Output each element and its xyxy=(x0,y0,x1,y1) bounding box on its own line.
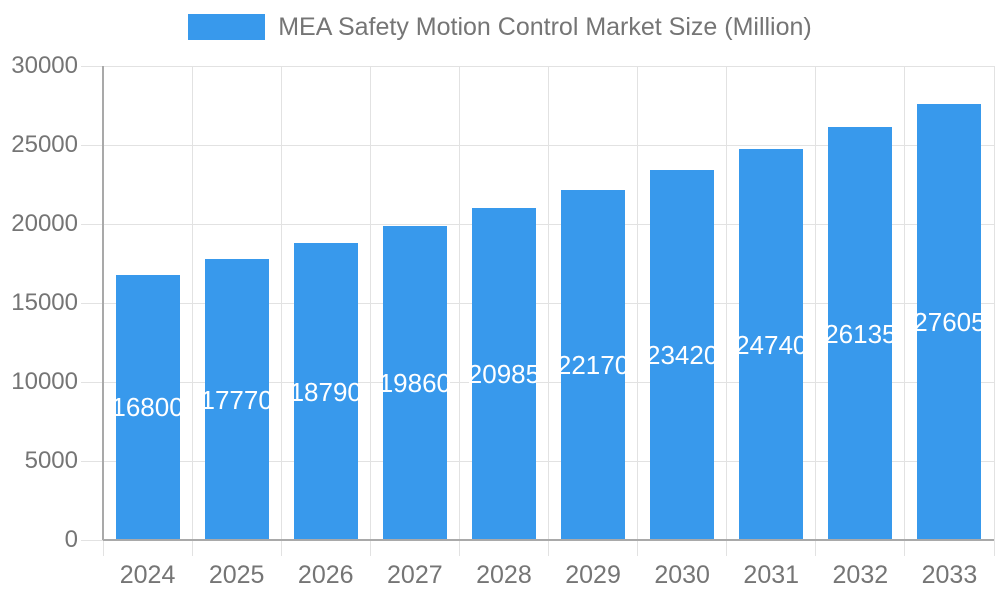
y-tick xyxy=(81,65,103,67)
y-axis-label: 5000 xyxy=(24,447,78,474)
bar[interactable]: 24740 xyxy=(735,149,807,540)
v-gridline xyxy=(191,66,193,540)
legend: MEA Safety Motion Control Market Size (M… xyxy=(0,14,1000,40)
v-gridline xyxy=(993,66,995,540)
x-axis-label: 2033 xyxy=(921,561,978,589)
x-tick xyxy=(102,540,104,556)
bar[interactable]: 17770 xyxy=(200,259,273,540)
bar-value-label: 16800 xyxy=(111,392,184,423)
bar[interactable]: 26135 xyxy=(824,127,897,540)
bar-value-label: 23420 xyxy=(645,339,719,370)
x-axis-label: 2024 xyxy=(119,561,176,589)
bar[interactable]: 27605 xyxy=(913,103,986,540)
v-gridline xyxy=(904,66,906,540)
bar-value-label: 20985 xyxy=(467,359,541,390)
bar[interactable]: 16800 xyxy=(111,274,184,540)
x-tick xyxy=(548,540,549,556)
y-axis-label: 20000 xyxy=(11,210,78,237)
bar-value-label: 27605 xyxy=(913,306,986,337)
y-axis-label: 30000 xyxy=(11,52,78,79)
bar[interactable]: 22170 xyxy=(557,189,629,540)
y-tick xyxy=(81,381,103,383)
y-axis-label: 15000 xyxy=(11,289,78,316)
v-gridline xyxy=(548,66,549,540)
legend-label: MEA Safety Motion Control Market Size (M… xyxy=(278,13,812,41)
v-gridline xyxy=(637,66,639,540)
y-axis-label: 10000 xyxy=(11,368,78,395)
v-gridline xyxy=(369,66,371,540)
v-gridline xyxy=(815,66,817,540)
bar-value-label: 22170 xyxy=(556,349,630,380)
y-tick xyxy=(81,539,103,541)
y-tick xyxy=(81,302,103,304)
x-axis-label: 2027 xyxy=(387,561,443,589)
x-axis-line xyxy=(103,539,994,541)
x-axis-label: 2032 xyxy=(832,561,889,589)
x-tick xyxy=(904,540,906,556)
x-tick xyxy=(369,540,371,556)
legend-swatch xyxy=(188,14,266,40)
x-tick xyxy=(726,540,728,556)
x-axis-label: 2028 xyxy=(476,561,532,589)
v-gridline xyxy=(280,66,282,540)
y-tick xyxy=(81,144,103,146)
bar[interactable]: 18790 xyxy=(290,243,362,540)
x-axis-label: 2026 xyxy=(297,561,354,589)
bar[interactable]: 20985 xyxy=(468,208,540,540)
bar-value-label: 18790 xyxy=(289,376,362,407)
bar-value-label: 26135 xyxy=(824,318,897,349)
legend-item[interactable]: MEA Safety Motion Control Market Size (M… xyxy=(188,14,812,40)
y-axis-label: 0 xyxy=(64,526,78,553)
bar-value-label: 17770 xyxy=(200,384,273,415)
x-axis-label: 2029 xyxy=(565,561,621,589)
x-tick xyxy=(993,540,995,556)
y-axis-line xyxy=(102,66,104,540)
bar-value-label: 24740 xyxy=(735,329,808,360)
v-gridline xyxy=(458,66,460,540)
x-axis-label: 2030 xyxy=(654,561,710,589)
x-tick xyxy=(458,540,460,556)
bar[interactable]: 23420 xyxy=(646,169,718,540)
x-tick xyxy=(191,540,193,556)
x-tick xyxy=(280,540,282,556)
x-axis-label: 2025 xyxy=(208,561,265,589)
bar-value-label: 19860 xyxy=(378,368,451,399)
y-tick xyxy=(81,223,103,225)
x-tick xyxy=(815,540,817,556)
x-tick xyxy=(637,540,639,556)
y-axis-label: 25000 xyxy=(11,131,78,158)
x-axis-label: 2031 xyxy=(743,561,800,589)
y-tick xyxy=(81,460,103,462)
v-gridline xyxy=(726,66,728,540)
bar[interactable]: 19860 xyxy=(379,226,451,540)
